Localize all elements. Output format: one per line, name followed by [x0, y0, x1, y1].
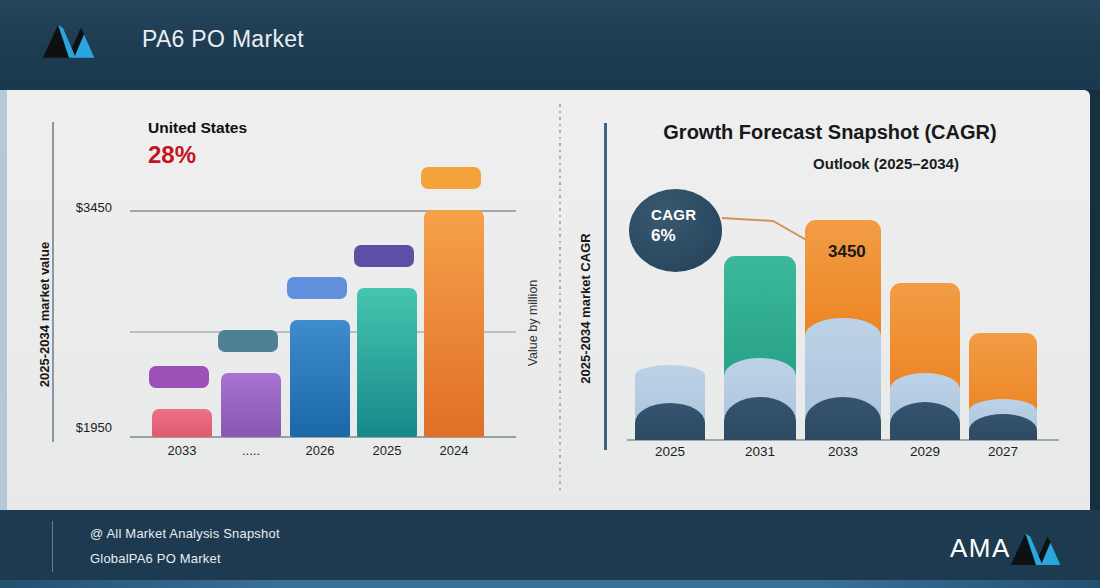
footer-ama-logo-icon	[1010, 528, 1062, 568]
page-title: PA6 PO Market	[142, 26, 304, 53]
footer-line2: GlobalPA6 PO Market	[90, 551, 221, 566]
value-by-million-label: Value by million	[526, 223, 540, 423]
left-chart-baseline	[130, 436, 516, 438]
y-tick-3450: $3450	[58, 200, 112, 215]
right-chart-y-axis	[604, 123, 607, 450]
right-chart-subtitle: Outlook (2025–2034)	[736, 155, 1036, 172]
footer-bottom-strip	[0, 580, 1100, 588]
footer: @ All Market Analysis Snapshot GlobalPA6…	[0, 510, 1100, 588]
footer-divider-line	[52, 521, 53, 572]
gridline-3450	[130, 210, 516, 212]
cagr-badge: CAGR 6%	[629, 189, 722, 272]
left-edge-strip	[0, 90, 7, 510]
left-chart-y-axis	[52, 122, 54, 442]
right-chart-title: Growth Forecast Snapshot (CAGR)	[620, 121, 1040, 144]
cagr-badge-label: CAGR	[651, 206, 696, 223]
y-tick-1950: $1950	[58, 420, 112, 435]
footer-line1: @ All Market Analysis Snapshot	[90, 526, 280, 541]
left-chart-y-label: 2025-2034 market value	[37, 215, 52, 415]
left-chart-annotation: 28%	[148, 141, 196, 169]
right-chart-y-label: 2025-2034 market CAGR	[578, 209, 593, 409]
ama-logo-icon	[42, 19, 96, 61]
gridline-mid	[130, 331, 516, 333]
left-chart-title: United States	[148, 119, 247, 137]
footer-wordmark: AMA	[950, 533, 1011, 564]
header: PA6 PO Market	[0, 0, 1100, 90]
callout-value: 3450	[828, 242, 866, 262]
right-chart-baseline	[627, 439, 1059, 441]
cagr-badge-value: 6%	[651, 226, 676, 246]
panel-divider-dotted	[559, 104, 561, 490]
